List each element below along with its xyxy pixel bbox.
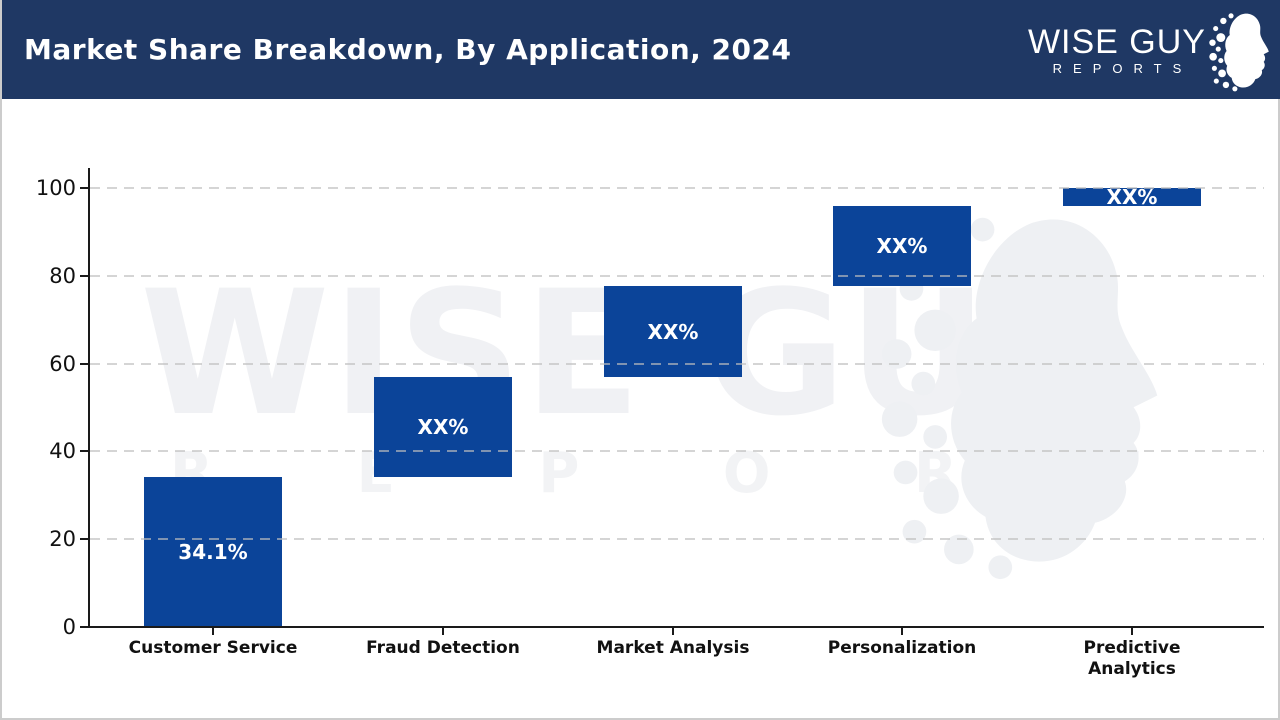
x-axis-tick-customer-service — [212, 628, 214, 635]
x-axis-label-predictive-analytics: Predictive Analytics — [1083, 638, 1181, 679]
gridline-40 — [90, 450, 1264, 453]
y-axis-label-0: 0 — [62, 615, 76, 639]
x-axis-tick-predictive-analytics — [1131, 628, 1133, 635]
x-axis-tick-market-analysis — [672, 628, 674, 635]
gridline-80 — [90, 274, 1264, 277]
y-axis-label-20: 20 — [49, 527, 76, 552]
y-axis-tick-0 — [80, 626, 88, 628]
y-axis-tick-40 — [80, 450, 88, 453]
x-axis-tick-fraud-detection — [442, 628, 444, 635]
bar-market-analysis: XX% — [604, 285, 742, 378]
gridline-100 — [90, 187, 1264, 189]
y-axis-tick-80 — [80, 274, 88, 277]
y-axis-tick-60 — [80, 362, 88, 365]
y-axis-tick-100 — [80, 187, 88, 189]
bar-predictive-analytics: XX% — [1063, 185, 1201, 209]
bar-value-label-fraud-detection: XX% — [417, 415, 469, 440]
logo-wordmark-line1: WISE GUY — [1027, 23, 1206, 61]
x-axis-line — [88, 626, 1264, 628]
logo-wordmark-line2: REPORTS — [1052, 61, 1193, 76]
bar-fraud-detection: XX% — [374, 377, 512, 478]
x-axis-label-customer-service: Customer Service — [128, 638, 298, 658]
bar-value-label-market-analysis: XX% — [647, 319, 699, 344]
bar-value-label-predictive-analytics: XX% — [1106, 185, 1158, 209]
gridline-60 — [90, 362, 1264, 365]
bar-personalization: XX% — [833, 205, 971, 286]
x-axis-tick-personalization — [901, 628, 903, 635]
x-axis-label-fraud-detection: Fraud Detection — [366, 638, 520, 658]
bar-value-label-personalization: XX% — [876, 233, 928, 258]
bar-customer-service: 34.1% — [144, 477, 282, 627]
header-bar: Market Share Breakdown, By Application, … — [2, 0, 1280, 99]
bar-value-label-customer-service: 34.1% — [178, 540, 248, 565]
logo-wordmark: WISE GUY REPORTS — [1028, 25, 1206, 77]
gridline-20 — [90, 538, 1264, 541]
x-axis-label-market-analysis: Market Analysis — [596, 638, 750, 658]
x-axis-label-personalization: Personalization — [827, 638, 977, 658]
y-axis-line — [88, 168, 90, 628]
page-title: Market Share Breakdown, By Application, … — [24, 33, 792, 66]
y-axis-label-100: 100 — [35, 176, 76, 200]
wise-guy-logo: WISE GUY REPORTS — [1022, 8, 1272, 94]
y-axis-label-40: 40 — [49, 439, 76, 464]
y-axis-tick-20 — [80, 538, 88, 541]
y-axis-label-60: 60 — [49, 351, 76, 376]
y-axis-label-80: 80 — [49, 263, 76, 288]
